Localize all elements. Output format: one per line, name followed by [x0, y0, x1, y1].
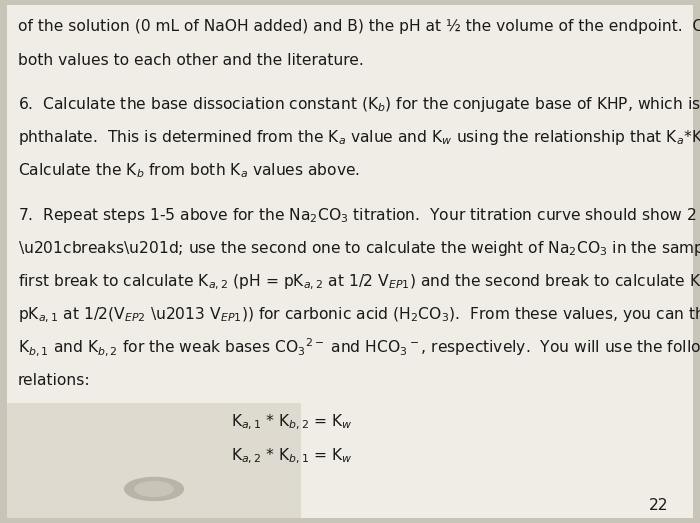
Text: K$_{a,1}$ * K$_{b,2}$ = K$_w$: K$_{a,1}$ * K$_{b,2}$ = K$_w$: [231, 413, 353, 433]
Text: K$_{b,1}$ and K$_{b,2}$ for the weak bases CO$_3$$^{2-}$ and HCO$_3$$^-$, respec: K$_{b,1}$ and K$_{b,2}$ for the weak bas…: [18, 336, 700, 358]
Text: phthalate.  This is determined from the K$_a$ value and K$_w$ using the relation: phthalate. This is determined from the K…: [18, 128, 700, 147]
Text: relations:: relations:: [18, 373, 90, 389]
Text: both values to each other and the literature.: both values to each other and the litera…: [18, 52, 363, 67]
Text: of the solution (0 mL of NaOH added) and B) the pH at ½ the volume of the endpoi: of the solution (0 mL of NaOH added) and…: [18, 19, 700, 35]
Text: pK$_{a,1}$ at 1/2(V$_{EP2}$ \u2013 V$_{EP1}$)) for carbonic acid (H$_2$CO$_3$). : pK$_{a,1}$ at 1/2(V$_{EP2}$ \u2013 V$_{E…: [18, 305, 700, 325]
Circle shape: [125, 477, 183, 501]
Text: K$_{a,2}$ * K$_{b,1}$ = K$_w$: K$_{a,2}$ * K$_{b,1}$ = K$_w$: [231, 446, 353, 465]
Circle shape: [135, 482, 173, 496]
Text: first break to calculate K$_{a,2}$ (pH = pK$_{a,2}$ at 1/2 V$_{EP1}$) and the se: first break to calculate K$_{a,2}$ (pH =…: [18, 272, 700, 292]
Text: 22: 22: [649, 498, 668, 513]
Text: Calculate the K$_b$ from both K$_a$ values above.: Calculate the K$_b$ from both K$_a$ valu…: [18, 161, 360, 179]
Text: 7.  Repeat steps 1-5 above for the Na$_2$CO$_3$ titration.  Your titration curve: 7. Repeat steps 1-5 above for the Na$_2$…: [18, 206, 696, 225]
Text: \u201cbreaks\u201d; use the second one to calculate the weight of Na$_2$CO$_3$ i: \u201cbreaks\u201d; use the second one t…: [18, 239, 700, 258]
Text: 6.  Calculate the base dissociation constant (K$_b$) for the conjugate base of K: 6. Calculate the base dissociation const…: [18, 95, 700, 113]
